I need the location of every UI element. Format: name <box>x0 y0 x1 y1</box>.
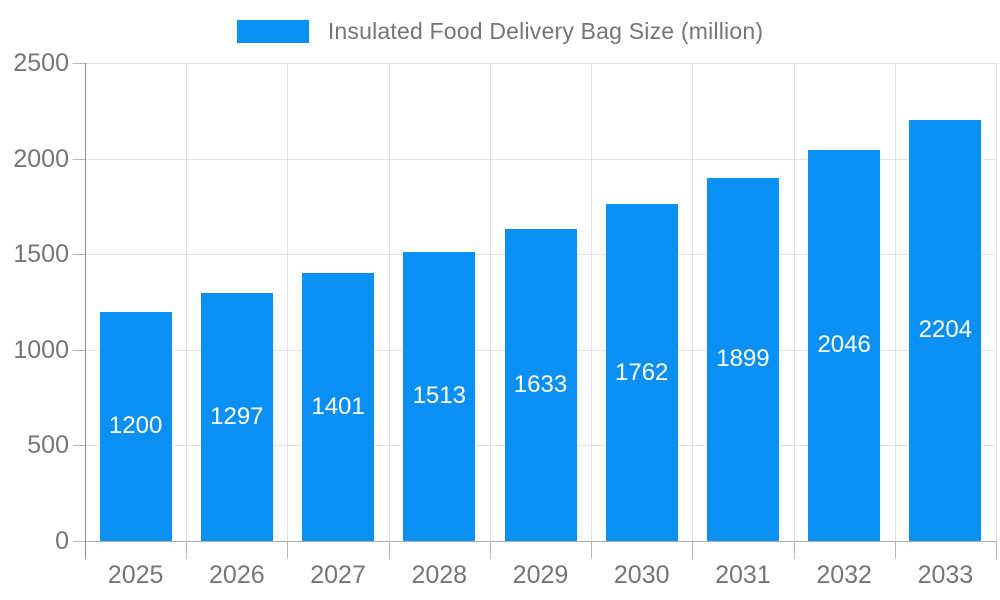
x-axis-line <box>85 541 996 542</box>
bar-value-label: 1200 <box>108 412 163 440</box>
bar-2032[interactable]: 2046 <box>808 149 881 541</box>
x-tick-label: 2032 <box>816 561 872 589</box>
y-tick-label: 0 <box>55 527 69 555</box>
v-gridline <box>793 63 795 541</box>
bar-value-label: 1401 <box>311 393 365 421</box>
bar-value-label: 1297 <box>210 402 264 430</box>
y-tick-label: 2000 <box>13 144 69 173</box>
legend[interactable]: Insulated Food Delivery Bag Size (millio… <box>0 18 1000 45</box>
h-gridline <box>85 158 996 160</box>
y-axis-line <box>85 63 86 559</box>
v-gridline <box>692 63 694 541</box>
x-axis-tick <box>996 541 997 559</box>
x-axis-tick <box>287 541 289 559</box>
bar-value-label: 1899 <box>716 345 770 373</box>
v-gridline <box>894 63 896 541</box>
y-axis-tick <box>73 254 85 256</box>
bar-value-label: 2046 <box>817 331 871 359</box>
x-axis-tick <box>692 541 694 559</box>
y-tick-label: 2500 <box>13 49 69 77</box>
v-gridline <box>186 63 188 541</box>
bar-2025[interactable]: 1200 <box>99 311 172 541</box>
v-gridline <box>996 63 997 541</box>
v-gridline <box>489 63 491 541</box>
y-tick-label: 1500 <box>13 240 69 269</box>
h-gridline <box>85 63 996 64</box>
x-tick-label: 2033 <box>917 561 974 589</box>
x-tick-label: 2027 <box>310 561 366 589</box>
y-tick-label: 500 <box>27 431 69 460</box>
v-gridline <box>388 63 390 541</box>
bar-2029[interactable]: 1633 <box>504 228 577 541</box>
x-tick-label: 2028 <box>411 561 468 589</box>
y-tick-label: 1000 <box>13 335 69 364</box>
x-tick-label: 2025 <box>107 561 164 589</box>
legend-swatch-icon <box>236 20 309 43</box>
y-axis-tick <box>73 541 85 542</box>
x-axis-tick <box>388 541 390 559</box>
bar-value-label: 1513 <box>412 382 466 410</box>
v-gridline <box>287 63 289 541</box>
v-gridline <box>591 63 593 541</box>
x-tick-label: 2030 <box>613 561 670 589</box>
bar-2027[interactable]: 1401 <box>302 273 375 541</box>
y-axis-tick <box>73 158 85 160</box>
x-axis-tick <box>186 541 188 559</box>
x-tick-label: 2026 <box>209 561 265 589</box>
bar-value-label: 2204 <box>918 316 973 344</box>
x-axis-tick <box>894 541 896 559</box>
x-tick-label: 2029 <box>512 561 569 589</box>
bar-2028[interactable]: 1513 <box>403 251 476 541</box>
bar-2030[interactable]: 1762 <box>605 204 678 541</box>
bar-2033[interactable]: 2204 <box>909 119 982 541</box>
bar-2031[interactable]: 1899 <box>706 177 779 541</box>
bar-value-label: 1762 <box>615 358 669 386</box>
bar-value-label: 1633 <box>513 370 568 398</box>
x-axis-tick <box>591 541 593 559</box>
y-axis-tick <box>73 349 85 351</box>
legend-label: Insulated Food Delivery Bag Size (millio… <box>327 18 764 44</box>
bar-2026[interactable]: 1297 <box>200 293 273 541</box>
x-axis-tick <box>489 541 491 559</box>
y-axis-tick <box>73 445 85 447</box>
x-tick-label: 2031 <box>715 561 771 589</box>
x-axis-tick <box>793 541 795 559</box>
y-axis-tick <box>73 63 85 64</box>
